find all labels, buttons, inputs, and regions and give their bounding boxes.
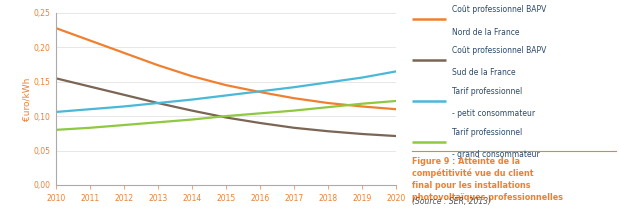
Text: Sud de la France: Sud de la France [452,68,516,77]
Y-axis label: €uro/kWh: €uro/kWh [22,77,31,121]
Text: Coût professionnel BAPV: Coût professionnel BAPV [452,46,546,55]
Text: (Source : SER, 2013): (Source : SER, 2013) [412,197,491,206]
Text: Tarif professionnel: Tarif professionnel [452,87,522,96]
Text: Nord de la France: Nord de la France [452,28,519,37]
Text: Figure 9 : Atteinte de la
compétitivité vue du client
final pour les installatio: Figure 9 : Atteinte de la compétitivité … [412,157,563,202]
Text: Coût professionnel BAPV: Coût professionnel BAPV [452,5,546,14]
Text: - petit consommateur: - petit consommateur [452,109,535,118]
Text: Tarif professionnel: Tarif professionnel [452,127,522,137]
Text: - grand consommateur: - grand consommateur [452,150,540,159]
